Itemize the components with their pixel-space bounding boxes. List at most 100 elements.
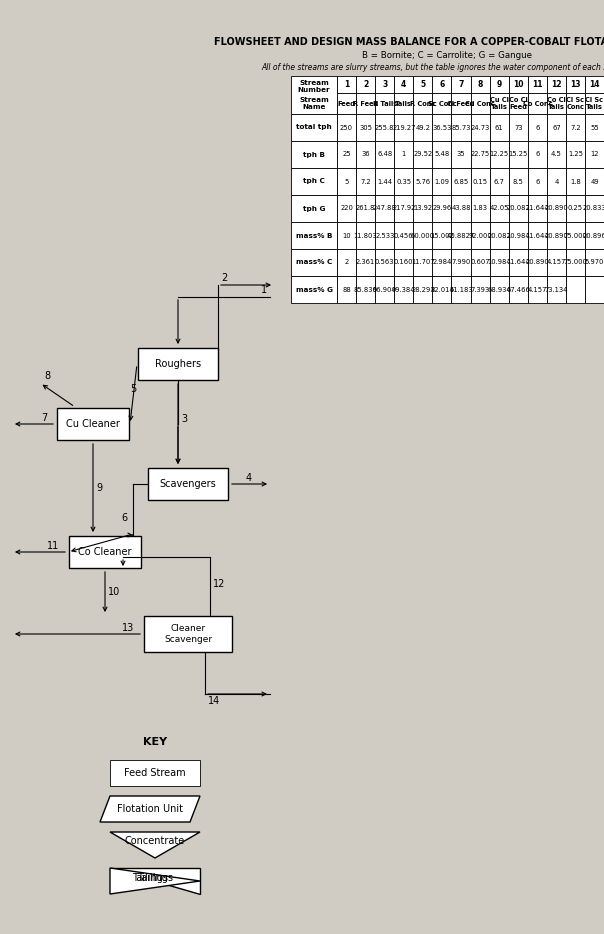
Bar [291,195,337,222]
Text: 11.644: 11.644 [525,205,549,211]
Bar [451,141,471,168]
Text: 8: 8 [477,80,483,89]
Bar [356,141,375,168]
Bar [528,114,547,141]
Text: 29.52: 29.52 [413,151,432,158]
Bar [566,141,585,168]
Bar [394,249,413,276]
Bar [451,76,471,93]
Bar [375,276,394,303]
Bar [291,168,337,195]
Bar [337,76,356,93]
Text: 49: 49 [590,178,599,185]
Bar [291,222,337,249]
Bar [291,76,337,114]
Text: 4: 4 [246,473,252,483]
Text: 60.000: 60.000 [411,233,435,238]
Text: 5.48: 5.48 [434,151,449,158]
Text: 5: 5 [420,80,425,89]
Bar [356,114,375,141]
Bar [585,93,604,114]
Bar [451,93,471,114]
Text: 5.970: 5.970 [585,260,604,265]
Text: 0.563: 0.563 [375,260,394,265]
Bar [375,168,394,195]
Bar [566,93,585,114]
Bar [451,249,471,276]
Text: 0.15: 0.15 [472,178,487,185]
Bar [547,114,566,141]
Text: 20.890: 20.890 [544,205,568,211]
Bar [509,114,528,141]
Text: 4.157: 4.157 [547,260,566,265]
Text: Stream
Name: Stream Name [299,97,329,110]
Bar [356,93,375,114]
Text: 49.2: 49.2 [416,124,430,131]
Bar [528,141,547,168]
Text: Co Cleaner: Co Cleaner [79,547,132,557]
Text: mass% C: mass% C [296,260,332,265]
Text: 29.96: 29.96 [432,205,452,211]
Text: 7.393: 7.393 [471,287,490,292]
Text: 6: 6 [535,178,539,185]
Text: 10: 10 [513,80,524,89]
Text: 247.88: 247.88 [373,205,397,211]
Bar [356,249,375,276]
Bar [394,114,413,141]
Text: FLOWSHEET AND DESIGN MASS BALANCE FOR A COPPER-COBALT FLOTATION CIRCUIT: FLOWSHEET AND DESIGN MASS BALANCE FOR A … [214,37,604,47]
Bar [547,93,566,114]
Bar [394,276,413,303]
Text: 7.2: 7.2 [361,178,371,185]
Bar [413,168,432,195]
Bar [337,249,356,276]
Bar [432,114,451,141]
Text: 67: 67 [552,124,561,131]
Bar [394,222,413,249]
Text: 5.76: 5.76 [416,178,431,185]
Text: Cu Conc: Cu Conc [465,101,495,106]
Bar [413,76,432,93]
Bar [547,249,566,276]
Bar [291,141,337,168]
Bar [566,249,585,276]
Bar [138,348,218,380]
Text: 6.7: 6.7 [493,178,504,185]
Text: R Conc: R Conc [410,101,435,106]
Bar [471,141,490,168]
Bar [375,93,394,114]
Text: 2.361: 2.361 [356,260,375,265]
Text: 28.293: 28.293 [411,287,434,292]
Text: 0.456: 0.456 [394,233,414,238]
Bar [528,93,547,114]
Bar [471,168,490,195]
Bar [547,222,566,249]
Text: Co Cl
Tails: Co Cl Tails [547,97,566,110]
Text: 5: 5 [344,178,349,185]
Text: 14: 14 [590,80,600,89]
Text: 20.896: 20.896 [583,233,604,238]
Text: 6: 6 [535,151,539,158]
Bar [528,222,547,249]
Text: 14: 14 [208,696,220,706]
Text: 1: 1 [261,285,267,295]
Text: Flotation Unit: Flotation Unit [117,804,183,814]
Bar [585,195,604,222]
Text: 6.85: 6.85 [454,178,469,185]
Text: All of the streams are slurry streams, but the table ignores the water component: All of the streams are slurry streams, b… [262,64,604,73]
Bar [432,141,451,168]
Text: 67.466: 67.466 [506,287,530,292]
Text: 20.082: 20.082 [506,205,530,211]
Text: 305: 305 [359,124,372,131]
Bar [291,276,337,303]
Text: 85.836: 85.836 [354,287,378,292]
Bar [509,249,528,276]
Text: 10.984: 10.984 [487,260,511,265]
Text: R Feed: R Feed [353,101,378,106]
Text: 61: 61 [495,124,503,131]
Bar [451,195,471,222]
Bar [451,222,471,249]
Bar [413,222,432,249]
Text: Cu Cleaner: Cu Cleaner [66,419,120,429]
Text: Roughers: Roughers [155,359,201,369]
Text: 73.134: 73.134 [545,287,568,292]
